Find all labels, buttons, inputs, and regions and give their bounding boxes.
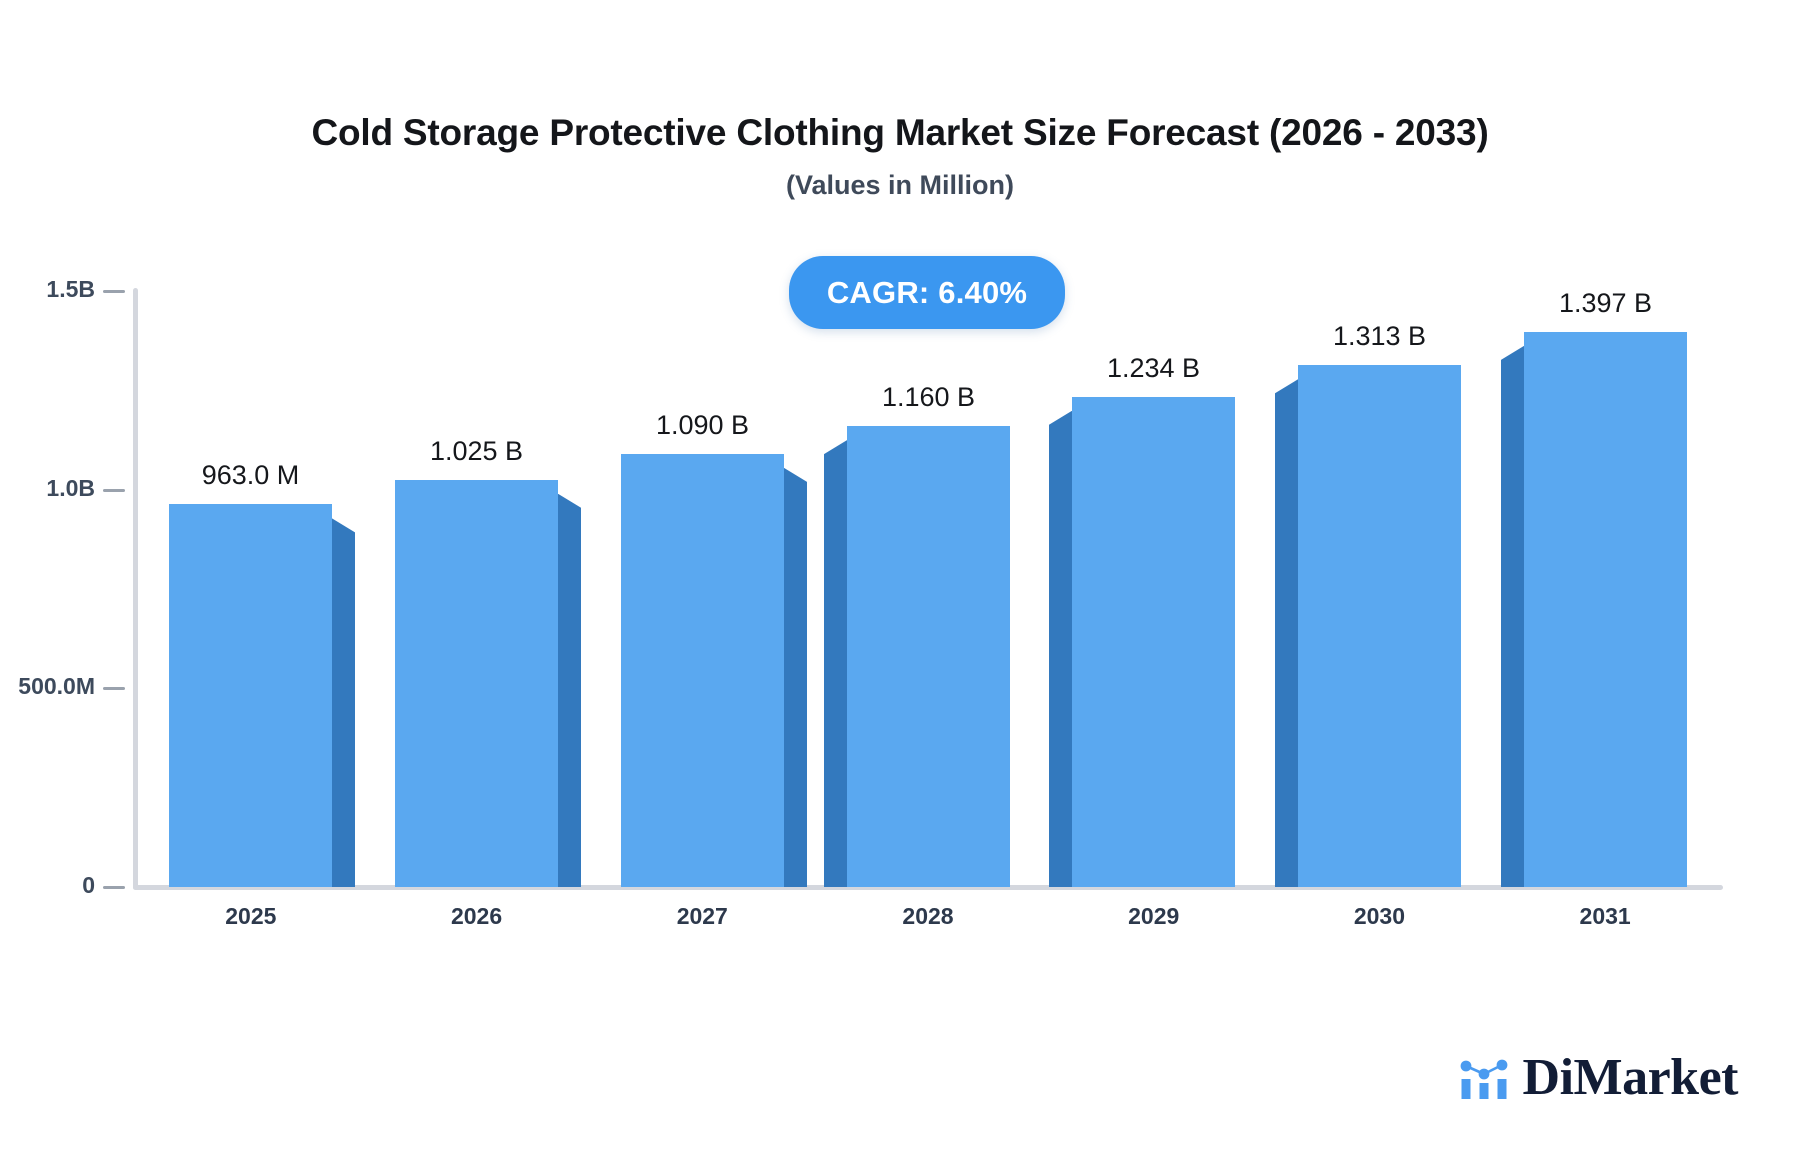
- bar-value-label: 1.397 B: [1558, 287, 1653, 318]
- bar: 1.025 B: [395, 436, 581, 887]
- bar-value-label: 1.234 B: [1106, 352, 1201, 383]
- chart-subtitle: (Values in Million): [785, 170, 1015, 200]
- bar-value-label: 1.160 B: [881, 382, 976, 413]
- x-tick-label: 2025: [225, 903, 277, 929]
- bar-face: [1298, 365, 1461, 887]
- bar-side-face: [1501, 345, 1524, 887]
- bar: 1.090 B: [621, 410, 807, 887]
- bar-side-face: [784, 467, 807, 887]
- bar-side-face: [1049, 410, 1072, 887]
- bar: 1.234 B: [1049, 353, 1235, 887]
- bar: 1.160 B: [824, 382, 1010, 887]
- bar-side-face: [332, 518, 355, 887]
- y-tick-label: 0: [82, 872, 95, 898]
- bar-face: [1524, 331, 1687, 887]
- bar-value-label: 1.313 B: [1332, 321, 1427, 352]
- x-axis-line: [133, 885, 1723, 890]
- x-tick-label: 2029: [1128, 903, 1180, 929]
- y-tick-mark: [103, 488, 125, 492]
- bar-face: [621, 453, 784, 887]
- x-tick-label: 2027: [676, 903, 728, 929]
- x-tick-label: 2026: [450, 903, 503, 929]
- bar: 1.397 B: [1501, 288, 1687, 887]
- logo-wordmark: DiMarket: [1522, 1049, 1739, 1106]
- bar-face: [847, 426, 1010, 887]
- bar-value-label: 963.0 M: [201, 460, 300, 491]
- y-tick-label: 1.5B: [46, 276, 95, 302]
- bar-face: [169, 504, 332, 887]
- bar-face: [1072, 396, 1235, 887]
- y-tick-mark: [103, 886, 125, 889]
- dimarket-logo: DiMarket: [1458, 1049, 1739, 1106]
- y-tick-label: 500.0M: [18, 673, 95, 700]
- bar: 963.0 M: [169, 460, 355, 887]
- bar-side-face: [1275, 379, 1298, 887]
- bar-side-face: [824, 440, 847, 887]
- x-tick-label: 2028: [902, 903, 954, 929]
- y-axis-line: [133, 288, 138, 890]
- bar-value-label: 1.025 B: [429, 435, 524, 466]
- bar-chart-icon: [1458, 1055, 1510, 1101]
- y-tick-label: 1.0B: [46, 474, 95, 501]
- chart-title: Cold Storage Protective Clothing Market …: [311, 112, 1489, 153]
- bar: 1.313 B: [1275, 321, 1461, 887]
- x-tick-label: 2031: [1579, 903, 1631, 929]
- bar-face: [395, 479, 558, 887]
- x-tick-label: 2030: [1353, 903, 1405, 929]
- cagr-badge-label: CAGR: 6.40%: [826, 274, 1028, 310]
- y-tick-mark: [103, 290, 125, 293]
- cagr-badge: CAGR: 6.40%: [789, 256, 1065, 329]
- y-tick-mark: [103, 687, 125, 691]
- bar-value-label: 1.090 B: [655, 409, 750, 440]
- bar-side-face: [558, 493, 581, 887]
